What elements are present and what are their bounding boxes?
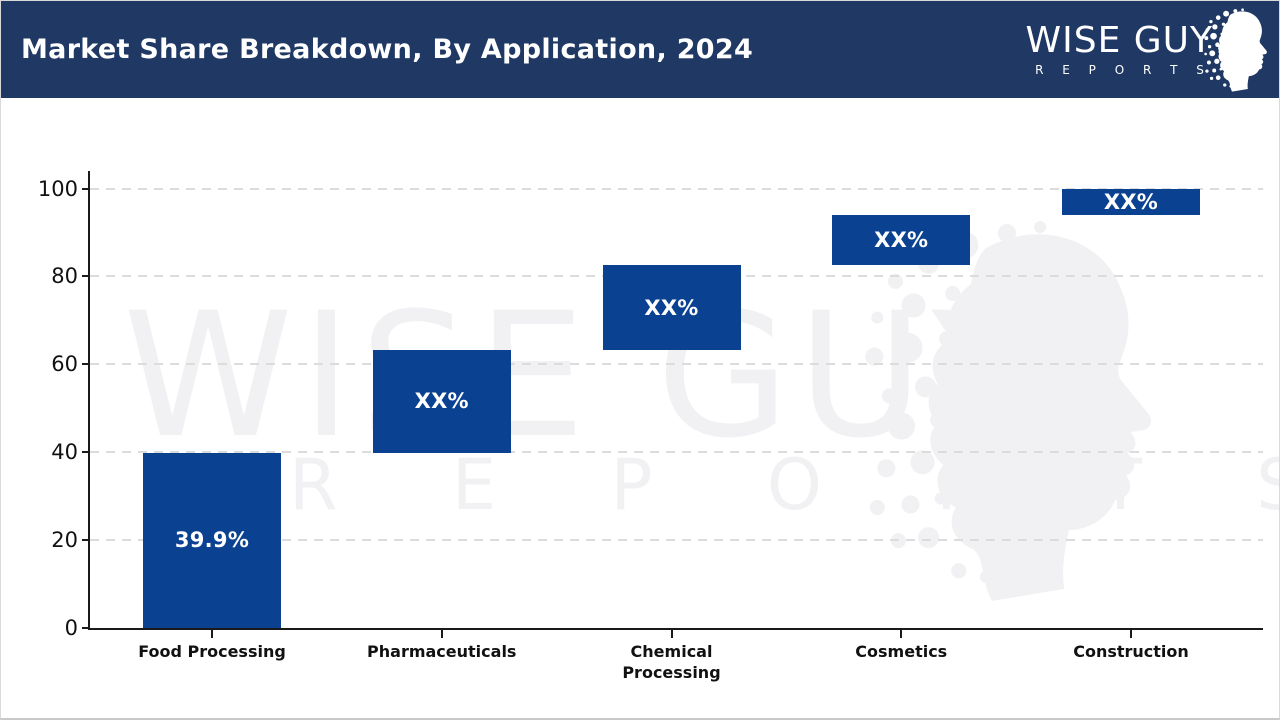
y-tick	[82, 627, 90, 629]
x-category-label: Pharmaceuticals	[367, 642, 517, 661]
y-tick-label: 40	[51, 440, 78, 465]
bar-value-label: 39.9%	[174, 528, 250, 553]
x-category-label: Food Processing	[138, 642, 286, 661]
wiseguy-logo: WISE GUY R E P O R T S	[1026, 7, 1270, 93]
y-tick	[82, 363, 90, 366]
y-tick-label: 20	[51, 528, 78, 553]
x-category-label: Construction	[1073, 642, 1189, 661]
x-tick	[1130, 630, 1132, 638]
y-tick-label: 80	[51, 264, 78, 289]
y-tick	[82, 275, 90, 278]
y-tick-label: 100	[37, 176, 78, 201]
logo-subtitle: R E P O R T S	[1035, 63, 1212, 77]
gridline	[90, 451, 1263, 454]
bar-value-label: XX%	[1103, 189, 1159, 214]
x-category-label: Chemical Processing	[622, 642, 721, 682]
bar-segment: XX%	[1062, 188, 1200, 215]
bar-segment: XX%	[372, 350, 511, 453]
y-tick	[82, 451, 90, 454]
bar-segment: 39.9%	[143, 452, 281, 628]
bar-value-label: XX%	[874, 228, 929, 253]
gridline	[90, 187, 1263, 190]
x-category-label: Cosmetics	[855, 642, 948, 661]
x-tick	[900, 630, 903, 638]
logo-wordmark: WISE GUY	[1025, 20, 1213, 61]
bar-segment: XX%	[832, 214, 971, 266]
gridline	[90, 539, 1263, 542]
x-tick	[670, 630, 673, 638]
x-tick	[440, 630, 443, 638]
gridline	[90, 363, 1263, 366]
bar-value-label: XX%	[414, 389, 469, 414]
header-bar: Market Share Breakdown, By Application, …	[1, 1, 1279, 98]
wiseguy-logo-text: WISE GUY R E P O R T S	[1025, 20, 1214, 77]
bar-value-label: XX%	[644, 295, 699, 320]
y-tick-label: 0	[64, 616, 78, 640]
y-tick	[82, 187, 90, 190]
x-axis	[88, 628, 1263, 630]
x-tick	[211, 630, 213, 638]
page-title: Market Share Breakdown, By Application, …	[21, 34, 754, 65]
y-tick	[82, 539, 90, 542]
y-tick-label: 60	[51, 352, 78, 377]
y-axis	[88, 171, 90, 630]
bar-segment: XX%	[602, 265, 741, 351]
